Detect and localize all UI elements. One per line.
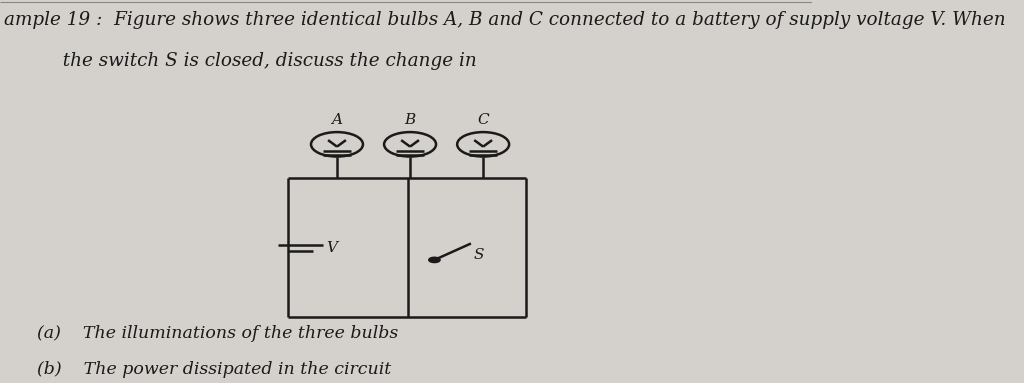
Text: B: B [404,113,416,126]
Text: A: A [332,113,342,126]
Circle shape [429,257,440,263]
Text: V: V [327,241,338,255]
Text: S: S [473,248,484,262]
Text: (b)    The power dissipated in the circuit: (b) The power dissipated in the circuit [37,361,391,378]
Text: (a)    The illuminations of the three bulbs: (a) The illuminations of the three bulbs [37,325,397,342]
Text: the switch S is closed, discuss the change in: the switch S is closed, discuss the chan… [4,52,477,70]
Text: ample 19 :  Figure shows three identical bulbs A, B and C connected to a battery: ample 19 : Figure shows three identical … [4,11,1006,29]
Text: C: C [477,113,488,126]
